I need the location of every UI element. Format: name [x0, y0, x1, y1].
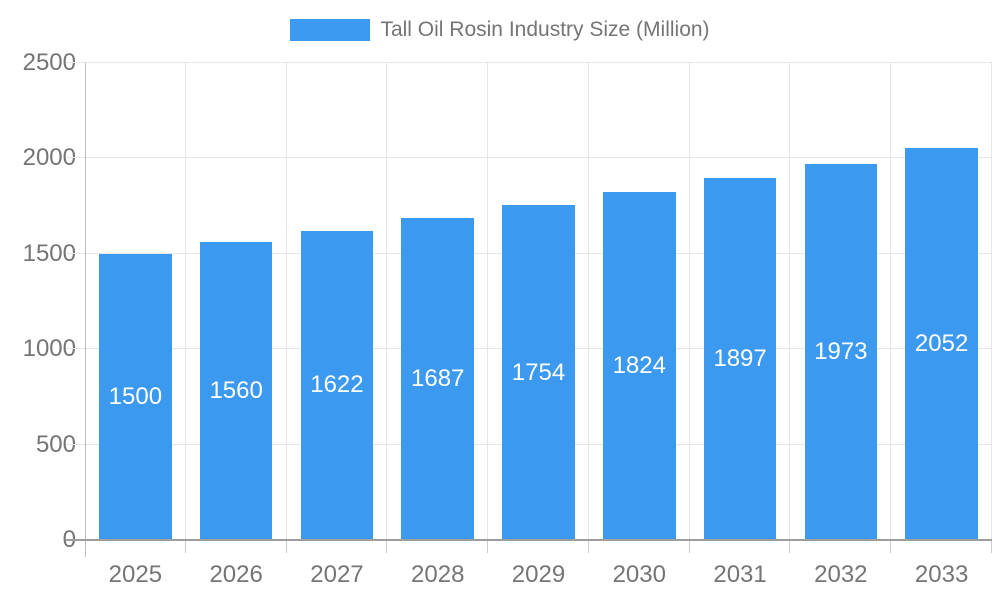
x-tick-label-2025: 2025	[108, 561, 163, 588]
bar-2030[interactable]: 1824	[602, 191, 676, 540]
bar-value-label-2025: 1500	[108, 382, 163, 410]
bar-2029[interactable]: 1754	[502, 205, 575, 540]
legend-label: Tall Oil Rosin Industry Size (Million)	[380, 18, 710, 41]
h-gridline-2000	[66, 157, 992, 159]
x-tick-label-2026: 2026	[209, 561, 263, 588]
x-tick-label-2027: 2027	[310, 561, 364, 588]
x-tick-label-2028: 2028	[411, 561, 465, 588]
bar-value-label-2032: 1973	[814, 337, 868, 365]
bar-2025[interactable]: 1500	[99, 253, 172, 540]
bar-value-label-2029: 1754	[511, 358, 566, 386]
bar-value-label-2030: 1824	[612, 351, 666, 379]
bar-2031[interactable]: 1897	[703, 178, 777, 540]
x-axis-tick-5	[587, 540, 589, 553]
bar-value-label-2031: 1897	[713, 345, 767, 373]
x-tick-label-2032: 2032	[814, 561, 868, 588]
x-axis-tick-1	[184, 540, 186, 553]
x-tick-label-2033: 2033	[914, 561, 969, 588]
bar-2033[interactable]: 2052	[905, 148, 978, 540]
bar-value-label-2028: 1687	[411, 365, 465, 393]
v-gridline-1	[184, 63, 186, 540]
v-gridline-2	[285, 63, 287, 540]
bar-2026[interactable]: 1560	[199, 242, 273, 540]
bar-2032[interactable]: 1973	[804, 163, 878, 540]
x-axis-labels: 2025 2026 2027 2028 2029 2030 2031 2032 2033	[85, 561, 992, 593]
y-tick-label-1000: 1000	[22, 335, 76, 363]
v-gridline-3	[386, 63, 388, 540]
x-axis-tick-2	[285, 540, 287, 553]
y-axis-line	[85, 63, 86, 557]
x-tick-label-2031: 2031	[713, 561, 767, 588]
v-gridline-8	[890, 63, 892, 540]
x-axis-tick-4	[487, 540, 489, 553]
bar-value-label-2027: 1622	[310, 371, 364, 399]
x-axis-tick-7	[789, 540, 791, 553]
y-tick-label-2000: 2000	[22, 144, 76, 172]
h-gridline-2500	[66, 62, 992, 63]
x-axis-tick-6	[688, 540, 690, 553]
v-gridline-7	[789, 63, 791, 540]
v-gridline-6	[688, 63, 690, 540]
legend[interactable]: Tall Oil Rosin Industry Size (Million)	[0, 18, 1000, 42]
bar-2027[interactable]: 1622	[300, 230, 374, 540]
x-axis-tick-9	[991, 540, 992, 553]
bar-2028[interactable]: 1687	[401, 218, 474, 540]
y-tick-label-1500: 1500	[22, 239, 76, 267]
bar-value-label-2033: 2052	[914, 330, 969, 358]
x-tick-label-2029: 2029	[511, 561, 566, 588]
x-tick-label-2030: 2030	[612, 561, 666, 588]
y-tick-label-2500: 2500	[22, 49, 76, 76]
y-tick-label-500: 500	[35, 430, 76, 458]
plot-area: 1500 1560 1622 1687 1754 1824 1897 1973 2052	[66, 62, 992, 557]
x-axis-tick-3	[386, 540, 388, 553]
v-gridline-5	[587, 63, 589, 540]
v-gridline-4	[487, 63, 489, 540]
legend-swatch-icon	[290, 19, 371, 41]
y-axis-labels: 0 500 1000 1500 2000 2500	[0, 49, 76, 553]
v-gridline-9	[991, 63, 992, 540]
x-axis-baseline	[66, 539, 992, 541]
bar-value-label-2026: 1560	[209, 377, 263, 405]
x-axis-tick-8	[890, 540, 892, 553]
